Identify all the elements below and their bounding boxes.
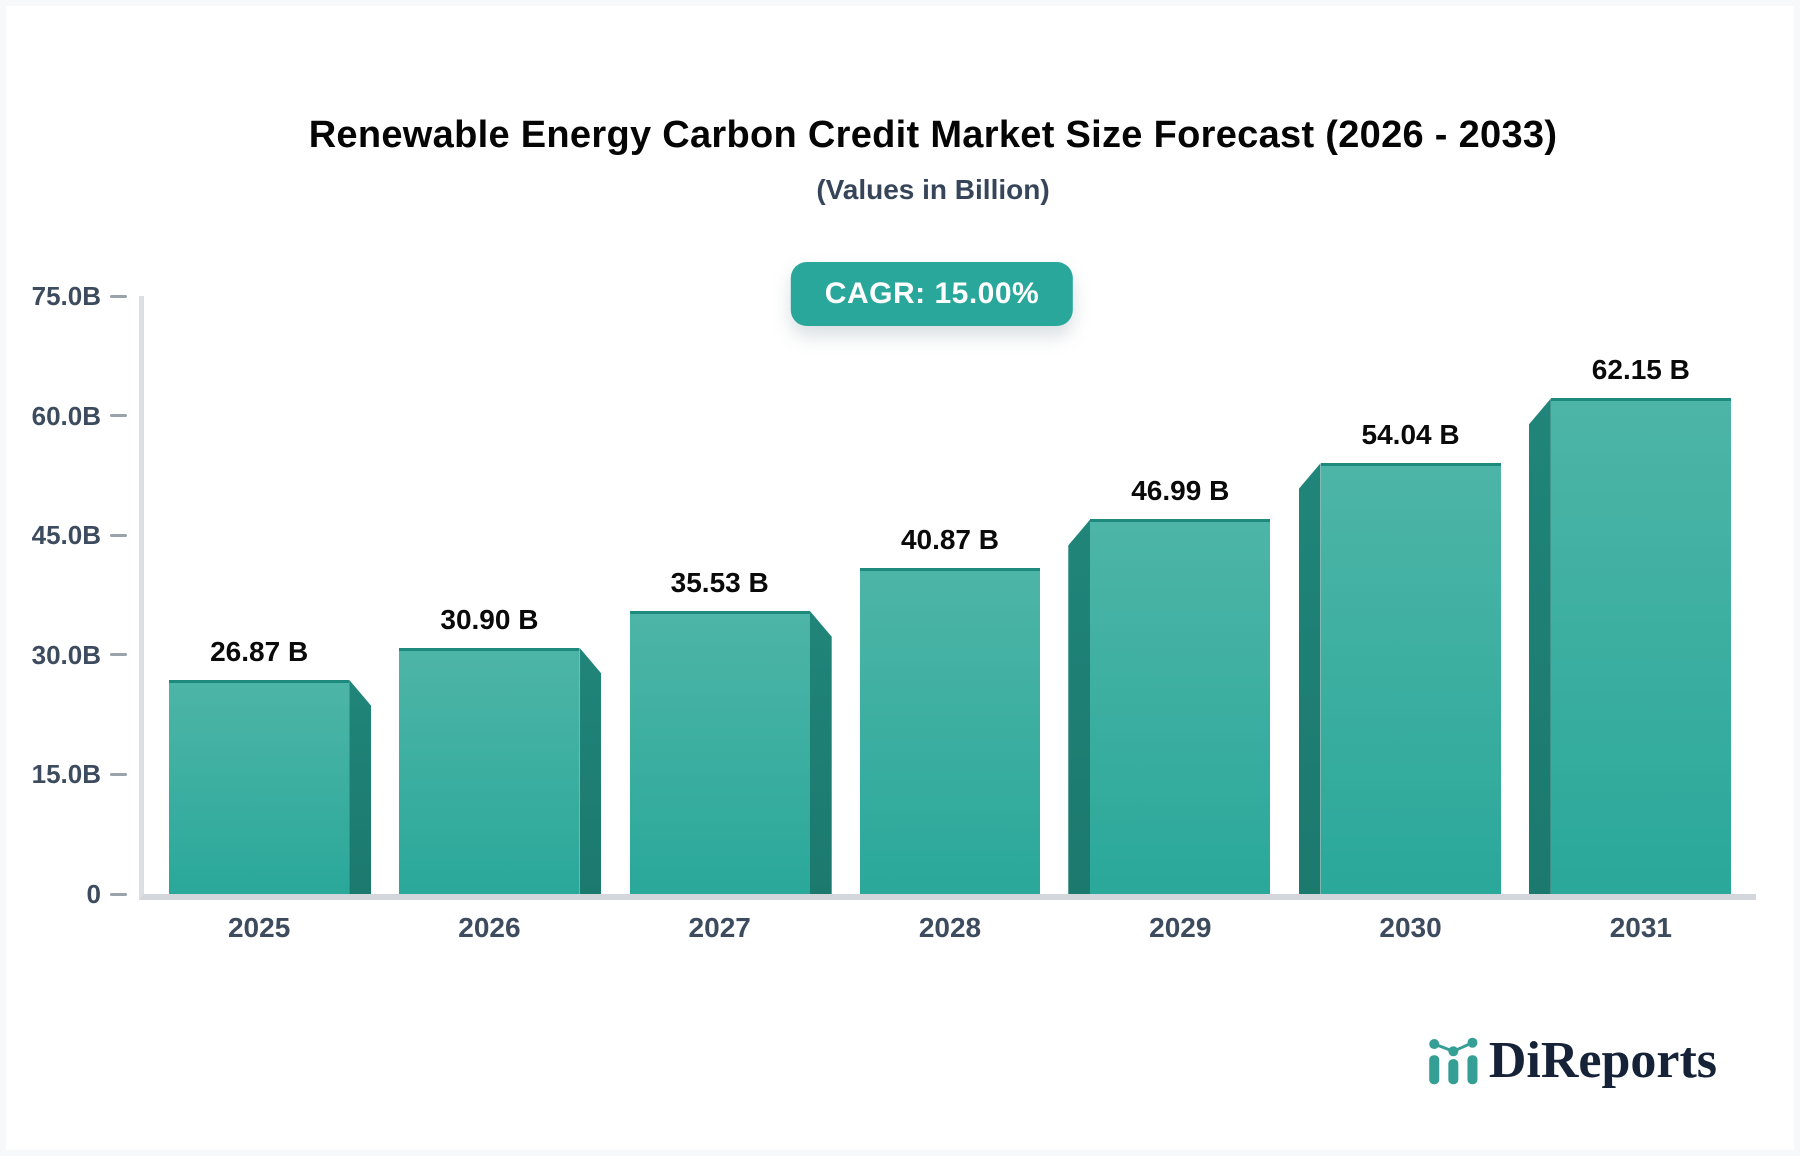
direports-logo: DiReports (1425, 1034, 1717, 1087)
bar-value-label: 35.53 B (670, 566, 769, 598)
bar-2030 (1320, 463, 1501, 894)
y-axis-tick-mark (110, 653, 127, 657)
bar-band-2027: 35.53 B 2027 (605, 296, 835, 943)
bar-value-label: 46.99 B (1131, 475, 1230, 507)
y-axis-tick-mark (110, 533, 127, 537)
y-axis-tick-mark (110, 294, 127, 298)
bar-2029 (1090, 519, 1271, 894)
logo-bar-trend-icon (1429, 1037, 1478, 1085)
bar-value-label: 30.90 B (440, 603, 539, 635)
x-axis-label-2031: 2031 (1609, 912, 1672, 943)
bar-3d-side-face (809, 610, 832, 894)
bar-3d-side-face (579, 647, 602, 894)
x-axis-label-2025: 2025 (227, 912, 291, 943)
page-title: Renewable Energy Carbon Credit Market Si… (308, 114, 1558, 156)
bar-band-2030: 54.04 B 2030 (1295, 296, 1525, 943)
bar-band-2028: 40.87 B 2028 (835, 296, 1065, 943)
bar-2031 (1550, 398, 1731, 894)
bar-value-label: 40.87 B (900, 524, 1000, 556)
bar-2025 (169, 679, 350, 894)
x-axis-label-2026: 2026 (458, 912, 521, 943)
page-subtitle: (Values in Billion) (816, 174, 1050, 205)
y-axis-tick-label: 75.0B (31, 281, 101, 311)
bar-value-label: 62.15 B (1591, 354, 1690, 386)
bar-2028 (859, 568, 1040, 894)
x-axis-label-2028: 2028 (918, 912, 982, 943)
bar-2026 (399, 647, 580, 894)
y-axis-tick-mark (110, 892, 127, 896)
logo-text: DiReports (1488, 1031, 1717, 1089)
bar-band-2031: 62.15 B 2031 (1526, 296, 1756, 943)
bar-band-2029: 46.99 B 2029 (1065, 296, 1295, 943)
bar-3d-side-face (349, 679, 372, 894)
y-axis-tick-label: 0 (86, 879, 101, 909)
bar-3d-side-face (1298, 463, 1321, 894)
y-axis-tick-mark (110, 414, 127, 418)
bar-band-2025: 26.87 B 2025 (144, 296, 374, 943)
x-axis-label-2030: 2030 (1379, 912, 1442, 943)
bar-band-2026: 30.90 B 2026 (374, 296, 604, 943)
y-axis-tick-mark (110, 772, 127, 776)
y-axis-tick-label: 45.0B (31, 520, 101, 551)
y-axis-tick-label: 60.0B (31, 400, 101, 431)
bar-3d-side-face (1068, 519, 1091, 894)
bar-chart-plot-area: 75.0B 60.0B 45.0B 30.0B 15.0B 0 26.87 B 2025 30.… (32, 281, 1756, 943)
y-axis-tick-label: 15.0B (31, 759, 101, 790)
y-axis-tick-label: 30.0B (31, 639, 101, 670)
bar-2027 (629, 610, 810, 894)
x-axis-label-2029: 2029 (1149, 912, 1212, 943)
bar-value-label: 54.04 B (1361, 419, 1460, 451)
bar-3d-side-face (1528, 398, 1551, 894)
bar-value-label: 26.87 B (210, 635, 309, 667)
cagr-badge: CAGR: 15.00% (790, 262, 1074, 326)
x-axis-label-2027: 2027 (688, 912, 751, 943)
